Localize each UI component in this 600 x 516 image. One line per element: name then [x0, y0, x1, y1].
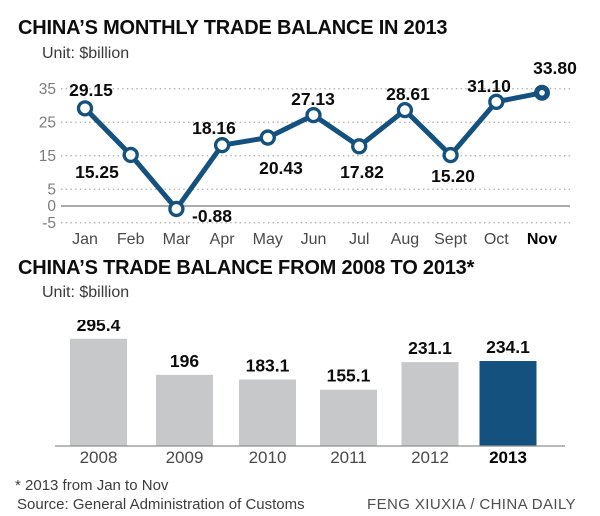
x-axis-label-mar: Mar [163, 231, 191, 248]
x-axis-label-jan: Jan [72, 231, 98, 248]
source-text: Source: General Administration of Custom… [17, 496, 305, 513]
monthly-chart-title: CHINA’S MONTHLY TRADE BALANCE IN 2013 [18, 17, 448, 39]
value-label-jul: 17.82 [340, 162, 384, 182]
value-label-apr: 18.16 [192, 118, 236, 138]
x-axis-label-2009: 2009 [166, 448, 204, 467]
x-axis-label-2012: 2012 [411, 448, 449, 467]
x-axis-label-2011: 2011 [330, 448, 367, 467]
x-axis-label-oct: Oct [484, 231, 509, 248]
x-axis-label-2008: 2008 [80, 448, 118, 467]
bar-value-label-2013: 234.1 [486, 337, 530, 357]
y-axis-tick-label-5: 5 [47, 181, 56, 198]
data-point-marker-jan [76, 100, 94, 117]
bar-2009 [156, 374, 213, 446]
x-axis-label-2013: 2013 [489, 448, 527, 467]
bar-2013 [479, 361, 537, 446]
x-axis-label-jun: Jun [301, 231, 327, 248]
data-point-marker-oct [488, 93, 505, 110]
data-point-marker-sept [442, 146, 459, 164]
bar-value-label-2009: 196 [170, 351, 199, 371]
x-axis-label-sept: Sept [434, 231, 467, 248]
yearly-chart-title: CHINA’S TRADE BALANCE FROM 2008 TO 2013* [18, 257, 475, 279]
x-axis-label-apr: Apr [210, 231, 236, 248]
data-point-marker-aug [396, 102, 414, 119]
yearly-chart-unit-label: Unit: $billion [42, 284, 130, 301]
y-axis-tick-label--5: -5 [42, 215, 56, 232]
data-point-marker-feb [122, 146, 139, 164]
data-point-marker-may [259, 129, 276, 146]
y-axis-tick-label-25: 25 [39, 114, 56, 131]
x-axis-label-jul: Jul [349, 231, 369, 248]
monthly-trade-balance-line-chart: 35 25 15 50-5 29.15 15.25 -0.88 18.16 20.43 27.13… [39, 60, 577, 248]
bar-value-label-2011: 155.1 [327, 366, 371, 386]
bar-value-label-2008: 295.4 [77, 320, 121, 335]
y-axis-tick-label-0: 0 [47, 198, 56, 215]
value-label-mar: -0.88 [192, 206, 232, 226]
monthly-chart-unit-label: Unit: $billion [42, 45, 130, 62]
bar-value-label-2012: 231.1 [408, 338, 452, 358]
data-point-marker-center-nov [539, 89, 545, 96]
footnote-text: * 2013 from Jan to Nov [15, 477, 169, 494]
value-label-jan: 29.15 [69, 80, 113, 100]
data-point-marker-jul [351, 138, 368, 155]
y-axis-tick-label-15: 15 [39, 148, 56, 165]
x-axis-label-feb: Feb [117, 231, 145, 248]
x-axis-label-may: May [253, 231, 283, 248]
data-point-marker-jun [305, 106, 322, 124]
y-axis-tick-label-35: 35 [39, 81, 56, 98]
data-point-marker-mar [168, 200, 185, 218]
credit-text: FENG XIUXIA / CHINA DAILY [367, 496, 576, 513]
bar-value-label-2010: 183.1 [246, 356, 290, 376]
value-label-jun: 27.13 [291, 89, 335, 109]
value-label-feb: 15.25 [75, 162, 119, 182]
data-point-marker-apr [213, 137, 231, 154]
bar-2011 [320, 389, 377, 446]
yearly-trade-balance-bar-chart: 295.4 196 183.1 155.1 231.1 234.1 2008 2009 2010… [55, 320, 565, 467]
value-label-nov: 33.80 [533, 60, 577, 78]
bar-2012 [401, 362, 459, 446]
bar-2010 [239, 379, 296, 446]
bar-2008 [70, 338, 127, 446]
value-label-may: 20.43 [259, 158, 303, 178]
x-axis-label-nov: Nov [527, 231, 557, 248]
value-label-oct: 31.10 [467, 76, 511, 96]
value-label-sept: 15.20 [431, 166, 475, 186]
value-label-aug: 28.61 [386, 84, 430, 104]
x-axis-label-2010: 2010 [249, 448, 287, 467]
x-axis-label-aug: Aug [391, 231, 419, 248]
